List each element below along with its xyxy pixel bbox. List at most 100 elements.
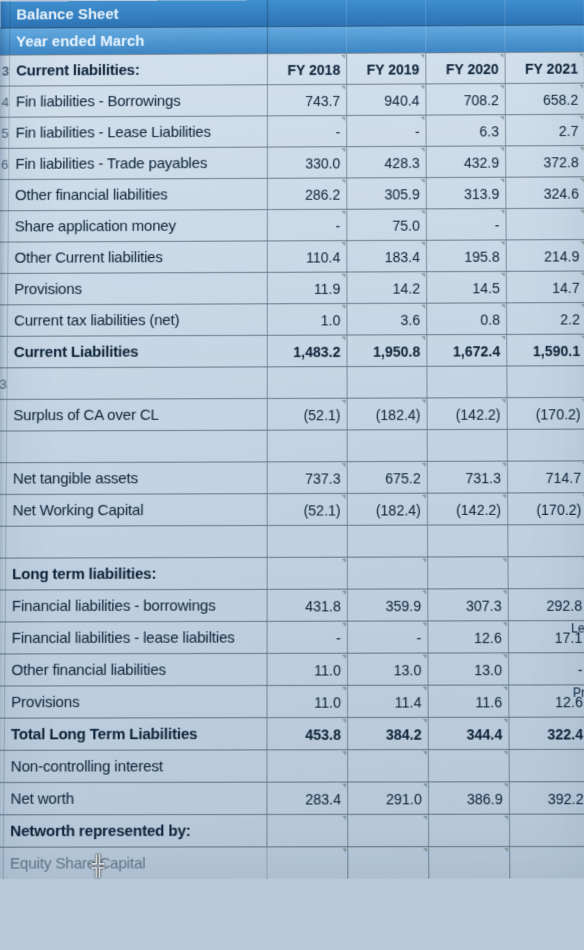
cell-value[interactable] bbox=[348, 750, 429, 781]
cell-value[interactable] bbox=[428, 430, 508, 461]
cell-value[interactable]: 1.0 bbox=[268, 304, 348, 335]
cell-value[interactable]: 330.0 bbox=[268, 147, 347, 178]
cell-value[interactable]: 286.2 bbox=[268, 178, 347, 209]
cell-value[interactable]: - bbox=[268, 210, 348, 241]
cell-value[interactable] bbox=[348, 847, 429, 878]
cell-value[interactable]: 359.9 bbox=[348, 589, 428, 620]
cell-value[interactable] bbox=[508, 525, 584, 556]
cell-value[interactable] bbox=[267, 847, 348, 878]
cell-value[interactable]: (182.4) bbox=[348, 494, 428, 525]
cell-value[interactable]: 13.0 bbox=[428, 653, 509, 684]
cell-value[interactable] bbox=[348, 815, 429, 846]
cell-value[interactable]: 11.4 bbox=[348, 686, 429, 717]
cell-value[interactable]: 372.8 bbox=[506, 146, 584, 177]
cell-value[interactable]: 675.2 bbox=[348, 462, 428, 493]
cell-value[interactable] bbox=[268, 526, 348, 557]
cell-value[interactable] bbox=[268, 367, 348, 398]
cell-value[interactable] bbox=[428, 557, 509, 588]
cell-value[interactable]: 14.5 bbox=[427, 272, 507, 303]
cell-value[interactable] bbox=[510, 815, 584, 846]
cell-value[interactable] bbox=[348, 367, 428, 398]
cell-value[interactable]: 453.8 bbox=[268, 718, 349, 749]
col-header[interactable]: FY 2019 bbox=[347, 53, 426, 84]
cell-value[interactable]: 11.9 bbox=[268, 273, 348, 304]
cell-value[interactable]: 322.4 bbox=[509, 718, 584, 749]
cell-value[interactable] bbox=[428, 525, 508, 556]
col-header[interactable]: FY 2020 bbox=[426, 53, 505, 84]
cell-value[interactable]: 384.2 bbox=[348, 718, 429, 749]
cell-value[interactable]: - bbox=[347, 116, 426, 147]
cell-value[interactable]: (170.2) bbox=[508, 493, 584, 524]
cell-value[interactable]: 1,950.8 bbox=[348, 335, 428, 366]
cell-value[interactable] bbox=[348, 430, 428, 461]
cell-value[interactable] bbox=[428, 367, 508, 398]
cell-value[interactable]: 313.9 bbox=[427, 178, 507, 209]
cell-value[interactable]: - bbox=[268, 622, 348, 653]
cell-value[interactable]: - bbox=[509, 653, 584, 684]
cell-value[interactable]: - bbox=[268, 116, 347, 147]
cell-value[interactable]: 291.0 bbox=[348, 782, 429, 813]
cell-value[interactable]: (182.4) bbox=[348, 398, 428, 429]
cell-value[interactable]: 13.0 bbox=[348, 654, 429, 685]
cell-value[interactable]: 6.3 bbox=[427, 115, 507, 146]
cell-value[interactable] bbox=[429, 847, 510, 879]
cell-value[interactable]: 214.9 bbox=[507, 240, 584, 271]
cell-value[interactable]: 11.0 bbox=[268, 654, 348, 685]
cell-value[interactable]: 183.4 bbox=[347, 241, 427, 272]
cell-value[interactable]: 1,672.4 bbox=[427, 335, 507, 366]
cell-value[interactable]: 392.2 bbox=[510, 782, 584, 813]
cell-value[interactable]: 11.0 bbox=[268, 686, 349, 717]
cell-value[interactable]: 12.6 bbox=[428, 621, 509, 652]
cell-value[interactable]: 1,483.2 bbox=[268, 336, 348, 367]
cell-value[interactable]: 14.2 bbox=[347, 272, 427, 303]
cell-value[interactable] bbox=[506, 209, 584, 240]
cell-value[interactable]: (52.1) bbox=[268, 494, 348, 525]
cell-value[interactable]: 2.2 bbox=[507, 303, 584, 334]
cell-value[interactable] bbox=[507, 366, 584, 397]
cell-value[interactable] bbox=[429, 750, 510, 781]
cell-value[interactable]: (142.2) bbox=[428, 398, 508, 429]
cell-value[interactable]: - bbox=[427, 209, 507, 240]
cell-value[interactable]: (170.2) bbox=[508, 398, 584, 429]
cell-value[interactable] bbox=[267, 750, 348, 781]
cell-value[interactable]: 432.9 bbox=[427, 146, 507, 177]
cell-value[interactable]: 731.3 bbox=[428, 462, 508, 493]
cell-value[interactable] bbox=[508, 430, 584, 461]
cell-value[interactable]: 743.7 bbox=[268, 85, 347, 116]
cell-value[interactable]: 75.0 bbox=[347, 209, 427, 240]
cell-value[interactable]: 283.4 bbox=[267, 783, 348, 814]
cell-value[interactable]: 292.8 bbox=[509, 589, 584, 620]
cell-value[interactable]: 658.2 bbox=[506, 84, 584, 115]
cell-value[interactable] bbox=[429, 815, 510, 846]
col-header[interactable]: FY 2018 bbox=[268, 54, 347, 85]
cell-value[interactable] bbox=[510, 750, 584, 781]
cell-value[interactable]: 0.8 bbox=[427, 303, 507, 334]
cell-value[interactable]: 428.3 bbox=[347, 147, 426, 178]
cell-value[interactable] bbox=[267, 815, 348, 846]
cell-value[interactable]: 11.6 bbox=[429, 686, 510, 717]
cell-value[interactable]: 324.6 bbox=[506, 177, 584, 208]
cell-value[interactable]: 3.6 bbox=[347, 304, 427, 335]
cell-value[interactable]: 1,590.1 bbox=[507, 335, 584, 366]
cell-value[interactable]: 195.8 bbox=[427, 240, 507, 271]
cell-value[interactable]: (52.1) bbox=[268, 399, 348, 430]
cell-value[interactable]: 737.3 bbox=[268, 462, 348, 493]
cell-value[interactable]: 386.9 bbox=[429, 782, 510, 813]
cell-value[interactable] bbox=[348, 557, 428, 588]
cell-value[interactable]: 14.7 bbox=[507, 272, 584, 303]
cell-value[interactable]: 708.2 bbox=[427, 84, 506, 115]
cell-value[interactable] bbox=[268, 430, 348, 461]
cell-value[interactable] bbox=[348, 526, 428, 557]
cell-value[interactable] bbox=[508, 557, 584, 588]
cell-value[interactable]: (142.2) bbox=[428, 493, 508, 524]
cell-value[interactable]: 344.4 bbox=[429, 718, 510, 749]
cell-value[interactable] bbox=[510, 847, 584, 879]
col-header[interactable]: FY 2021 bbox=[506, 52, 584, 83]
cell-value[interactable]: 110.4 bbox=[268, 241, 348, 272]
cell-value[interactable]: 714.7 bbox=[508, 461, 584, 492]
cell-value[interactable] bbox=[268, 558, 348, 589]
cell-value[interactable]: 940.4 bbox=[347, 84, 426, 115]
cell-value[interactable]: 431.8 bbox=[268, 590, 348, 621]
cell-value[interactable]: 2.7 bbox=[506, 115, 584, 146]
cell-value[interactable]: 305.9 bbox=[347, 178, 427, 209]
